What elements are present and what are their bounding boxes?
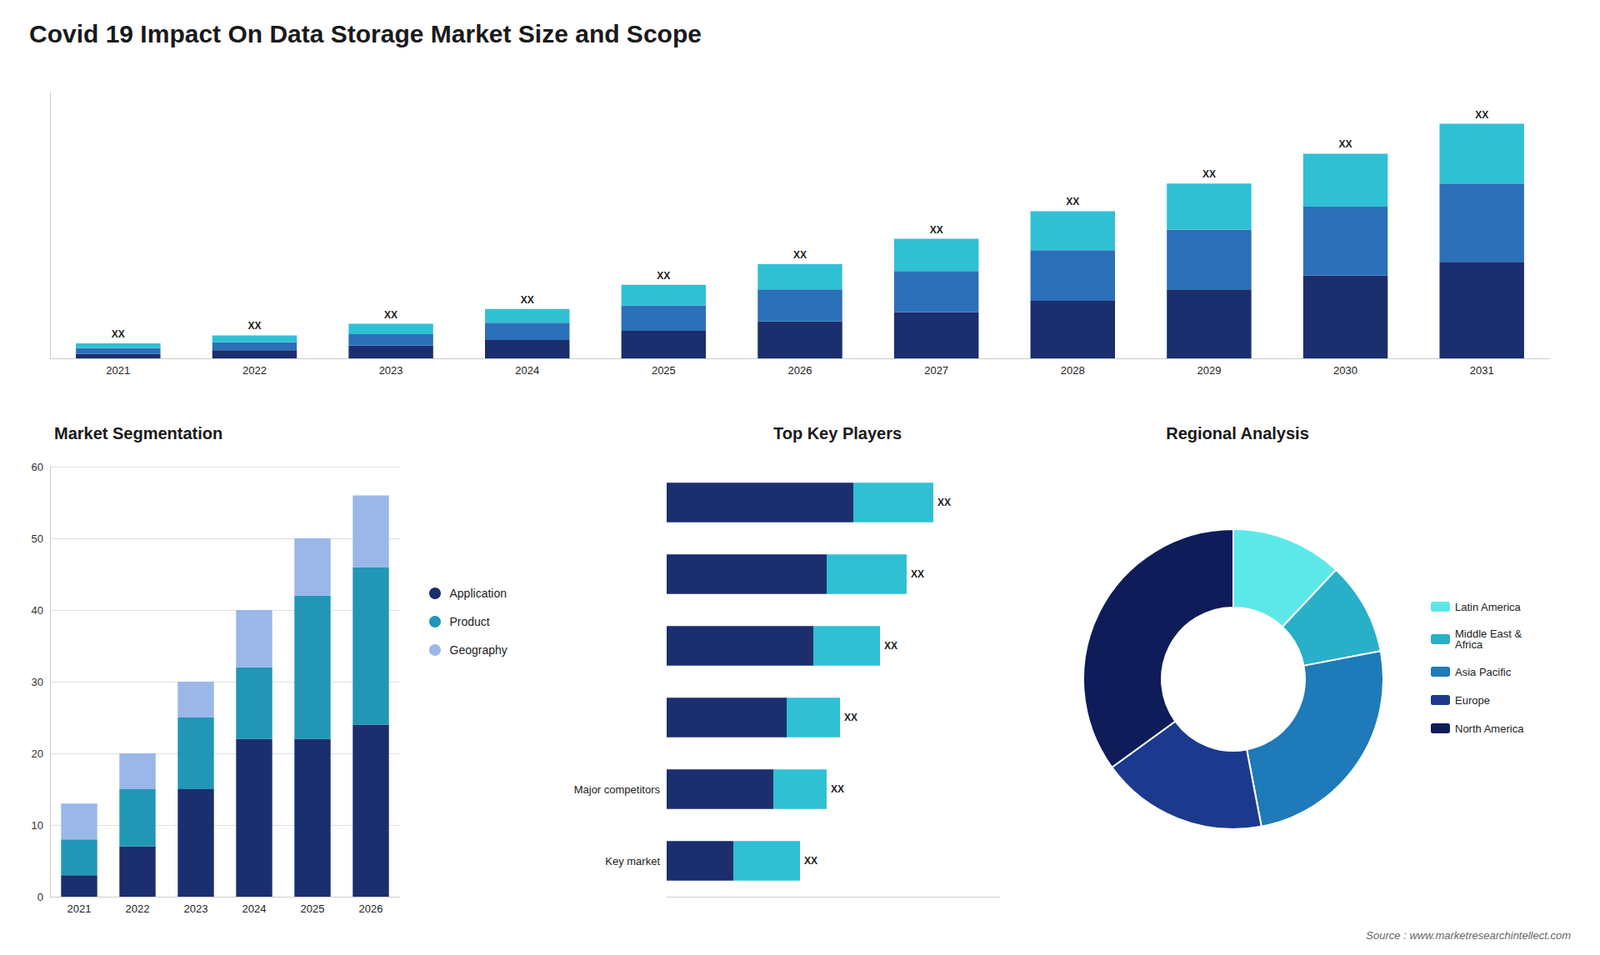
svg-text:2031: 2031 — [1470, 364, 1495, 377]
svg-text:Geography: Geography — [450, 643, 508, 657]
svg-text:XX: XX — [830, 783, 845, 795]
svg-text:Asia Pacific: Asia Pacific — [1455, 665, 1512, 679]
svg-text:2030: 2030 — [1333, 364, 1358, 377]
svg-text:North America: North America — [1455, 722, 1525, 735]
svg-text:Top Key Players: Top Key Players — [773, 424, 902, 443]
svg-text:Middle East &: Middle East & — [1455, 627, 1522, 640]
svg-text:2023: 2023 — [184, 902, 209, 915]
svg-text:Key market: Key market — [605, 855, 660, 868]
svg-text:XX: XX — [384, 309, 398, 321]
svg-text:Market Segmentation: Market Segmentation — [54, 424, 223, 443]
svg-text:XX: XX — [247, 320, 261, 332]
svg-text:2023: 2023 — [379, 364, 404, 377]
svg-text:XX: XX — [804, 855, 818, 867]
svg-text:30: 30 — [31, 675, 44, 689]
svg-text:XX: XX — [1202, 168, 1216, 180]
svg-text:2024: 2024 — [515, 364, 540, 377]
svg-text:2028: 2028 — [1060, 364, 1085, 377]
svg-text:Product: Product — [450, 615, 490, 629]
svg-text:XX: XX — [844, 711, 858, 724]
svg-text:Africa: Africa — [1455, 638, 1484, 651]
svg-text:Source : www.marketresearchint: Source : www.marketresearchintellect.com — [1365, 929, 1571, 942]
svg-text:2024: 2024 — [242, 902, 267, 915]
svg-text:XX: XX — [1065, 195, 1080, 208]
svg-text:XX: XX — [656, 270, 670, 282]
svg-text:0: 0 — [37, 890, 44, 904]
svg-text:2021: 2021 — [67, 902, 92, 915]
svg-text:2021: 2021 — [105, 364, 130, 377]
svg-text:2025: 2025 — [651, 364, 676, 377]
svg-text:2026: 2026 — [788, 364, 813, 377]
svg-text:XX: XX — [884, 640, 898, 652]
svg-text:2022: 2022 — [242, 364, 267, 377]
svg-text:XX: XX — [793, 249, 807, 261]
svg-text:XX: XX — [910, 568, 925, 580]
svg-text:2025: 2025 — [300, 902, 325, 915]
svg-text:Covid 19 Impact On Data Storag: Covid 19 Impact On Data Storage Market S… — [29, 20, 702, 48]
svg-text:40: 40 — [31, 604, 44, 617]
svg-text:XX: XX — [111, 328, 125, 340]
svg-text:XX: XX — [1339, 138, 1353, 150]
svg-text:50: 50 — [31, 532, 44, 545]
svg-text:XX: XX — [520, 294, 535, 306]
svg-text:Major competitors: Major competitors — [574, 783, 661, 796]
svg-text:2026: 2026 — [359, 902, 384, 915]
svg-text:Regional Analysis: Regional Analysis — [1165, 424, 1310, 443]
svg-text:XX: XX — [937, 496, 951, 509]
svg-text:20: 20 — [31, 747, 44, 760]
svg-text:10: 10 — [31, 819, 44, 832]
svg-text:Europe: Europe — [1455, 694, 1490, 707]
svg-text:2022: 2022 — [125, 902, 150, 915]
svg-text:XX: XX — [930, 224, 944, 236]
svg-text:XX: XX — [1475, 109, 1489, 121]
svg-text:60: 60 — [31, 460, 44, 474]
svg-text:2029: 2029 — [1196, 364, 1221, 377]
svg-text:2027: 2027 — [924, 364, 949, 377]
svg-text:Latin America: Latin America — [1455, 600, 1522, 614]
svg-text:Application: Application — [450, 586, 508, 600]
